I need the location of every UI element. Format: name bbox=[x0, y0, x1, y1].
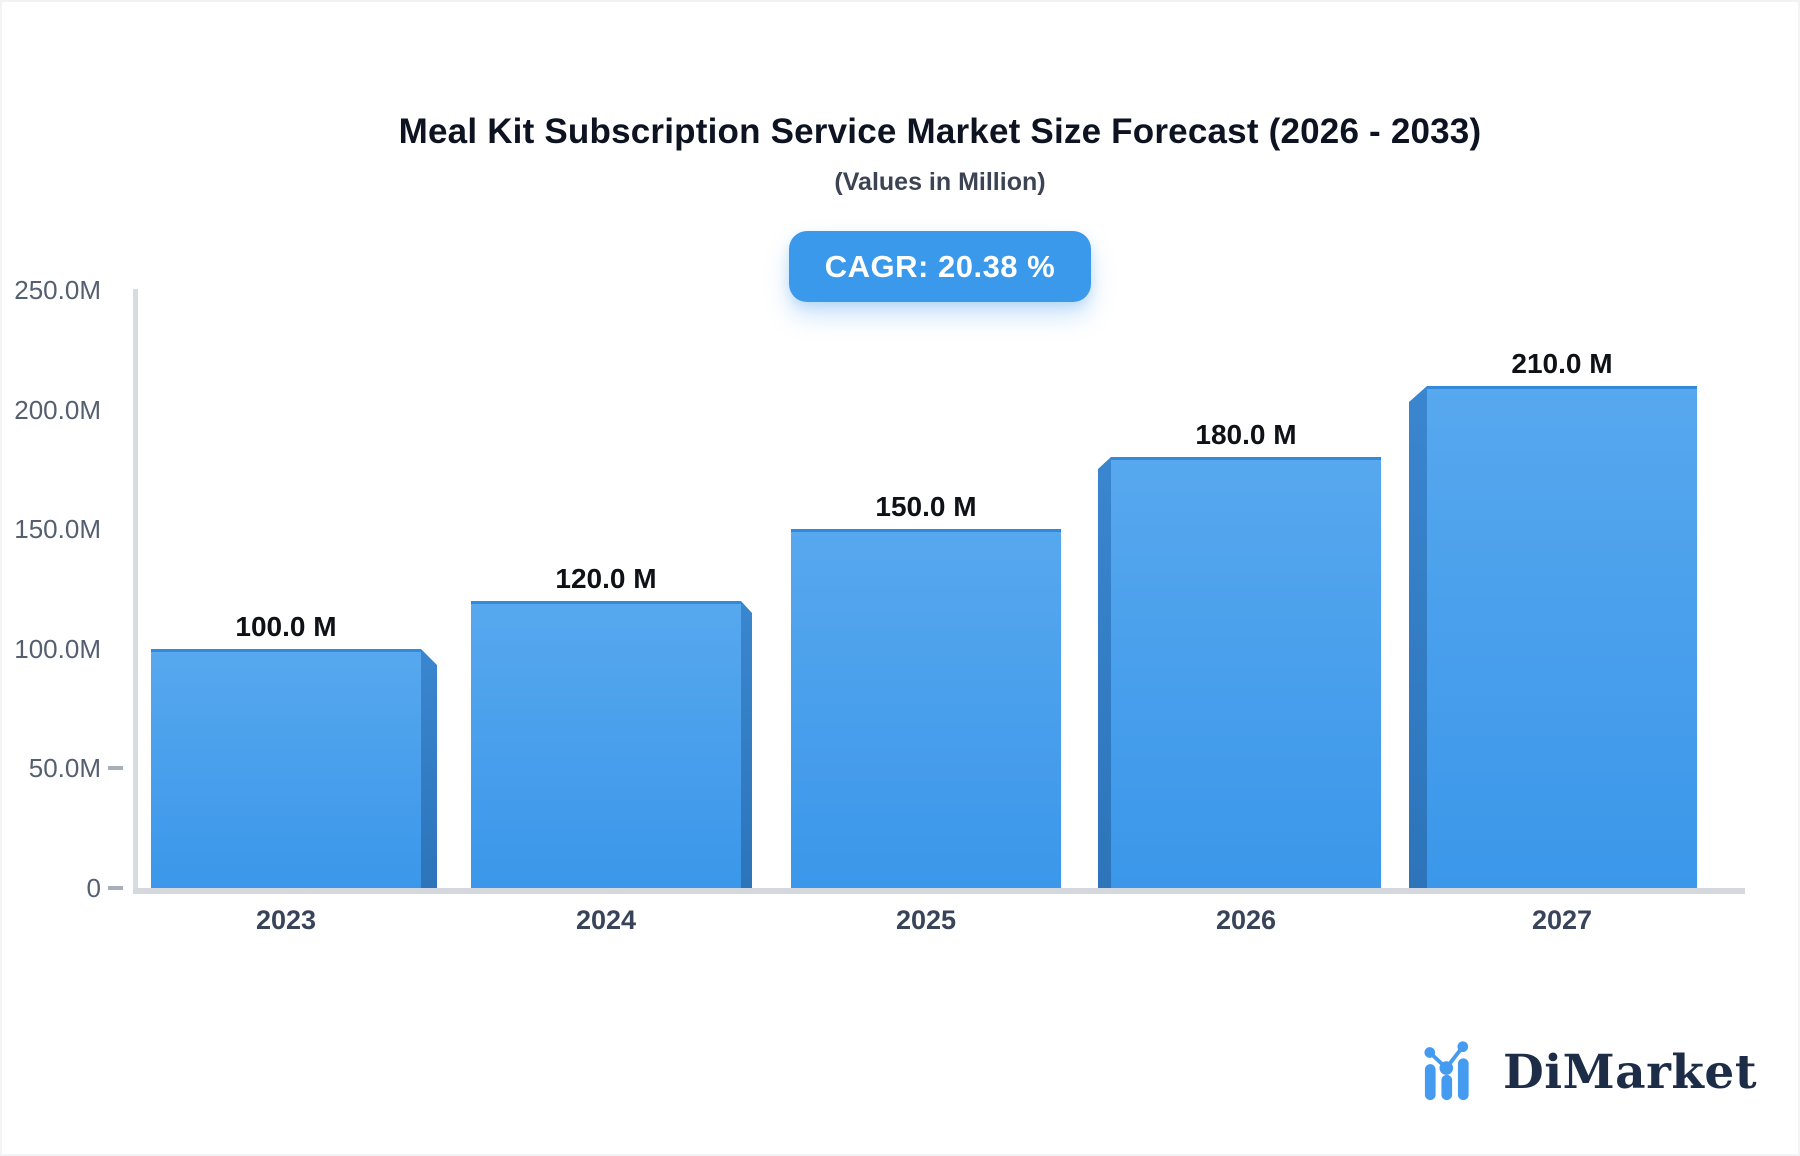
bar-value-label-2023: 100.0 M bbox=[235, 611, 337, 642]
xtick-label-2023: 2023 bbox=[255, 905, 317, 935]
ytick-label-200: 200.0M bbox=[14, 395, 101, 425]
brand-logo: DiMarket bbox=[1422, 1036, 1757, 1109]
bar-value-label-2026: 180.0 M bbox=[1195, 419, 1297, 450]
bar-2027-side bbox=[1409, 386, 1427, 888]
chart-subtitle: (Values in Million) bbox=[834, 168, 1046, 196]
chart-title: Meal Kit Subscription Service Market Siz… bbox=[398, 112, 1482, 151]
ytick-mark-50 bbox=[108, 766, 123, 770]
bar-2026[interactable] bbox=[1111, 457, 1381, 888]
bar-2023-side bbox=[421, 649, 437, 888]
ytick-label-100: 100.0M bbox=[14, 634, 101, 664]
ytick-mark-0 bbox=[108, 886, 123, 890]
bar-2027[interactable] bbox=[1427, 386, 1697, 888]
bar-2024[interactable] bbox=[471, 601, 741, 888]
ytick-label-50: 50.0M bbox=[28, 753, 101, 783]
ytick-label-150: 150.0M bbox=[14, 514, 101, 544]
chart-header: Meal Kit Subscription Service Market Siz… bbox=[135, 2, 1745, 302]
x-axis-line bbox=[133, 888, 1745, 894]
cagr-badge: CAGR: 20.38 % bbox=[788, 231, 1092, 302]
xtick-label-2027: 2027 bbox=[1531, 905, 1593, 935]
y-axis-line bbox=[133, 289, 138, 890]
bar-line-chart-icon bbox=[1422, 1036, 1490, 1109]
ytick-label-0: 0 bbox=[86, 873, 101, 903]
bar-2026-side bbox=[1098, 457, 1111, 888]
ytick-label-250: 250.0M bbox=[14, 275, 101, 305]
xtick-label-2025: 2025 bbox=[895, 905, 957, 935]
brand-logo-text: DiMarket bbox=[1503, 1045, 1758, 1100]
bar-value-label-2024: 120.0 M bbox=[555, 563, 657, 594]
xtick-label-2024: 2024 bbox=[575, 905, 637, 935]
bar-2024-side bbox=[741, 601, 752, 888]
xtick-label-2026: 2026 bbox=[1215, 905, 1277, 935]
bar-2023[interactable] bbox=[151, 649, 421, 888]
bar-value-label-2025: 150.0 M bbox=[875, 491, 977, 522]
bar-value-label-2027: 210.0 M bbox=[1511, 348, 1613, 379]
bar-2025[interactable] bbox=[791, 529, 1061, 888]
